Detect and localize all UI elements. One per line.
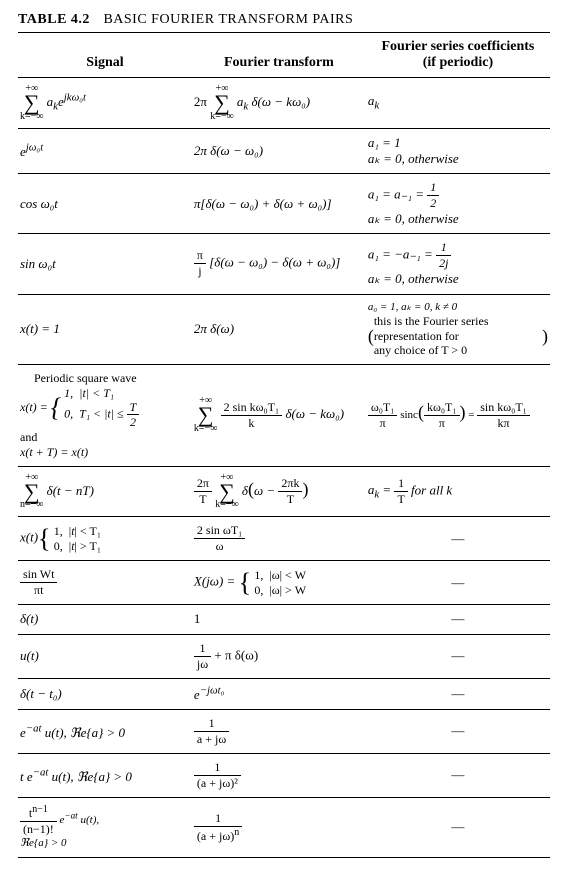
table-row: x(t){ 1, |t| < T₁0, |t| > T₁ 2 sin ωT₁ω … — [18, 517, 550, 561]
cell-ft: e−jωt₀ — [192, 678, 366, 710]
cell-coef: a₁ = a₋₁ = 12 aₖ = 0, otherwise — [366, 174, 550, 234]
cell-signal: u(t) — [18, 634, 192, 678]
header-coef-top: Fourier series coefficients — [368, 39, 548, 55]
cell-coef: — — [366, 634, 550, 678]
table-row: sin Wtπt X(jω) = { 1, |ω| < W0, |ω| > W … — [18, 561, 550, 605]
cell-coef: — — [366, 798, 550, 858]
cell-coef: — — [366, 517, 550, 561]
coef-line: this is the Fourier series representatio… — [374, 314, 489, 342]
cell-coef: — — [366, 561, 550, 605]
header-signal: Signal — [18, 35, 192, 78]
table-label: TABLE 4.2 — [18, 12, 90, 27]
cell-ft: 2π δ(ω − ω₀) — [192, 128, 366, 174]
table-title: TABLE 4.2 BASIC FOURIER TRANSFORM PAIRS — [18, 12, 550, 33]
fourier-table: Signal Fourier transform Fourier series … — [18, 35, 550, 858]
cell-signal: δ(t) — [18, 605, 192, 634]
cell-coef: a₁ = −a₋₁ = 12j aₖ = 0, otherwise — [366, 234, 550, 294]
cell-coef: ak = 1T for all k — [366, 466, 550, 517]
cell-signal: t e−at u(t), ℜe{a} > 0 — [18, 754, 192, 798]
table-row: δ(t) 1 — — [18, 605, 550, 634]
cell-coef: ak — [366, 78, 550, 129]
cell-coef: — — [366, 605, 550, 634]
cell-signal: e−at u(t), ℜe{a} > 0 — [18, 710, 192, 754]
table-row: Periodic square wave x(t) = { 1, |t| < T… — [18, 364, 550, 466]
header-ft: Fourier transform — [192, 35, 366, 78]
cell-ft: 2π +∞∑k=−∞ ak δ(ω − kω₀) — [192, 78, 366, 129]
cell-coef: — — [366, 710, 550, 754]
header-coef: Fourier series coefficients (if periodic… — [366, 35, 550, 78]
cell-ft: 1(a + jω)n — [192, 798, 366, 858]
cell-coef: a₁ = 1 aₖ = 0, otherwise — [366, 128, 550, 174]
cell-coef: — — [366, 754, 550, 798]
table-row: sin ω₀t πj [δ(ω − ω₀) − δ(ω + ω₀)] a₁ = … — [18, 234, 550, 294]
table-row: u(t) 1jω + π δ(ω) — — [18, 634, 550, 678]
cell-signal: x(t){ 1, |t| < T₁0, |t| > T₁ — [18, 517, 192, 561]
coef-line: any choice of T > 0 — [374, 343, 467, 357]
table-row: e−at u(t), ℜe{a} > 0 1a + jω — — [18, 710, 550, 754]
cell-coef: ω₀T₁π sinc(kω₀T₁π) = sin kω₀T₁kπ — [366, 364, 550, 466]
table-row: +∞∑n=−∞ δ(t − nT) 2πT +∞∑k=−∞ δ(ω − 2πkT… — [18, 466, 550, 517]
header-coef-bot: (if periodic) — [368, 55, 548, 71]
cell-signal: cos ω₀t — [18, 174, 192, 234]
coef-line: a₀ = 1, aₖ = 0, k ≠ 0 — [368, 301, 548, 315]
cell-ft: πj [δ(ω − ω₀) − δ(ω + ω₀)] — [192, 234, 366, 294]
table-row: +∞∑k=−∞ akejkω₀t 2π +∞∑k=−∞ ak δ(ω − kω₀… — [18, 78, 550, 129]
cell-ft: +∞∑k=−∞ 2 sin kω₀T₁k δ(ω − kω₀) — [192, 364, 366, 466]
cell-signal: δ(t − t₀) — [18, 678, 192, 710]
coef-line: aₖ = 0, otherwise — [368, 151, 548, 167]
cell-signal: x(t) = 1 — [18, 294, 192, 364]
table-caption: BASIC FOURIER TRANSFORM PAIRS — [93, 12, 353, 27]
cell-ft: X(jω) = { 1, |ω| < W0, |ω| > W — [192, 561, 366, 605]
cell-ft: 1a + jω — [192, 710, 366, 754]
cell-signal: +∞∑k=−∞ akejkω₀t — [18, 78, 192, 129]
row-label: Periodic square wave — [20, 371, 190, 386]
table-row: tn−1(n−1)! e−at u(t), ℜe{a} > 0 1(a + jω… — [18, 798, 550, 858]
cell-signal: Periodic square wave x(t) = { 1, |t| < T… — [18, 364, 192, 466]
cell-ft: 2πT +∞∑k=−∞ δ(ω − 2πkT) — [192, 466, 366, 517]
cell-ft: 1(a + jω)² — [192, 754, 366, 798]
cell-signal: tn−1(n−1)! e−at u(t), ℜe{a} > 0 — [18, 798, 192, 858]
cell-ft: 2π δ(ω) — [192, 294, 366, 364]
cell-ft: 2 sin ωT₁ω — [192, 517, 366, 561]
table-row: ejω₀t 2π δ(ω − ω₀) a₁ = 1 aₖ = 0, otherw… — [18, 128, 550, 174]
coef-line: aₖ = 0, otherwise — [368, 211, 548, 227]
cell-coef: — — [366, 678, 550, 710]
cell-ft: 1 — [192, 605, 366, 634]
cell-ft: 1jω + π δ(ω) — [192, 634, 366, 678]
table-row: δ(t − t₀) e−jωt₀ — — [18, 678, 550, 710]
sig-line: x(t + T) = x(t) — [20, 445, 190, 460]
table-row: t e−at u(t), ℜe{a} > 0 1(a + jω)² — — [18, 754, 550, 798]
table-row: x(t) = 1 2π δ(ω) a₀ = 1, aₖ = 0, k ≠ 0 (… — [18, 294, 550, 364]
cell-signal: sin ω₀t — [18, 234, 192, 294]
cell-signal: ejω₀t — [18, 128, 192, 174]
coef-line: aₖ = 0, otherwise — [368, 271, 548, 287]
sig-line: and — [20, 430, 190, 445]
cell-ft: π[δ(ω − ω₀) + δ(ω + ω₀)] — [192, 174, 366, 234]
cell-coef: a₀ = 1, aₖ = 0, k ≠ 0 ( this is the Four… — [366, 294, 550, 364]
coef-line: a₁ = 1 — [368, 135, 548, 151]
table-row: cos ω₀t π[δ(ω − ω₀) + δ(ω + ω₀)] a₁ = a₋… — [18, 174, 550, 234]
cell-signal: +∞∑n=−∞ δ(t − nT) — [18, 466, 192, 517]
cell-signal: sin Wtπt — [18, 561, 192, 605]
